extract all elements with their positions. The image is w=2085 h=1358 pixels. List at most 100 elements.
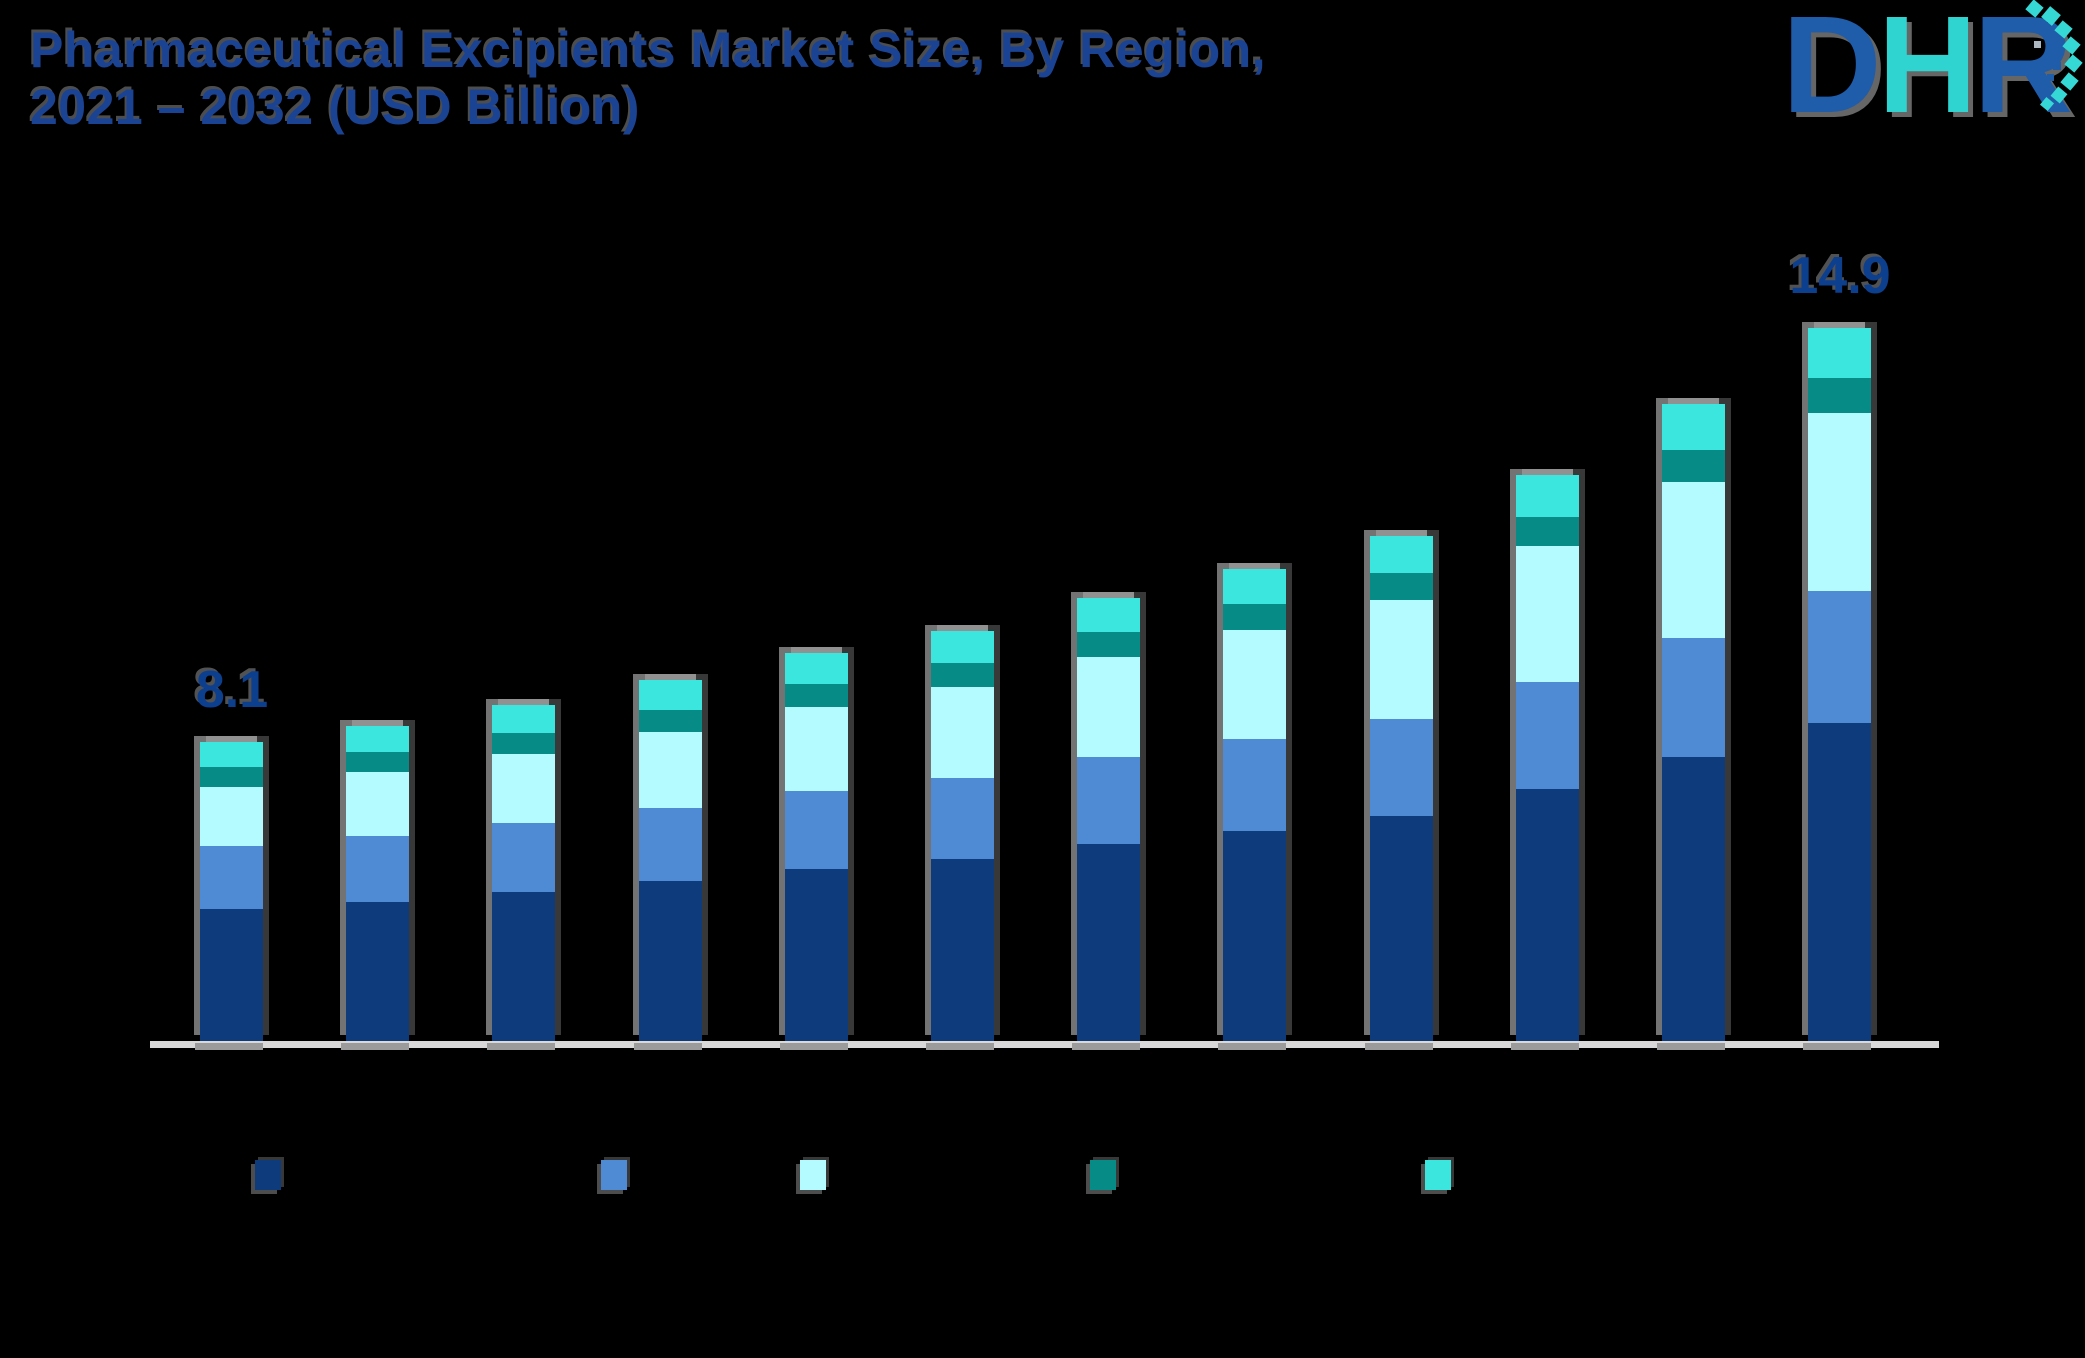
segment-region-5-turquoise-2029 <box>1370 536 1433 573</box>
segment-region-5-turquoise-2030 <box>1516 475 1579 517</box>
segment-region-2-medium-blue-2026 <box>931 778 994 859</box>
bar-axis-shadow <box>634 1043 702 1050</box>
segment-region-1-navy-2021 <box>200 909 263 1041</box>
dhr-logo-letters: DHR <box>1782 0 2082 142</box>
segment-region-1-navy-2032 <box>1808 723 1871 1041</box>
segment-region-1-navy-2026 <box>931 859 994 1041</box>
chart-title-line2: 2021 – 2032 (USD Billion) <box>30 79 640 135</box>
segment-region-5-turquoise-2027 <box>1077 598 1140 632</box>
segment-region-4-teal-2021 <box>200 767 263 787</box>
bar-2021 <box>200 742 263 1041</box>
value-label-2032: 14.9 <box>1789 247 1891 305</box>
legend-swatch-region-1-navy <box>255 1160 281 1190</box>
legend-swatch-region-4-teal <box>1090 1160 1116 1190</box>
logo-sparkle-dot <box>2034 41 2041 48</box>
logo-sparkle-dot <box>2047 74 2054 81</box>
segment-region-4-teal-2030 <box>1516 517 1579 546</box>
bar-2026 <box>931 631 994 1041</box>
segment-region-3-light-cyan-2022 <box>346 772 409 836</box>
legend-swatch-region-3-light-cyan <box>800 1160 826 1190</box>
segment-region-3-light-cyan-2027 <box>1077 657 1140 757</box>
x-axis-line <box>150 1041 1939 1048</box>
segment-region-1-navy-2031 <box>1662 757 1725 1041</box>
segment-region-1-navy-2030 <box>1516 789 1579 1041</box>
chart-title: Pharmaceutical Excipients Market Size, B… <box>30 22 1266 136</box>
logo-letter-d: D <box>1782 0 1882 142</box>
bar-2027 <box>1077 598 1140 1041</box>
bar-axis-shadow <box>1803 1043 1871 1050</box>
segment-region-5-turquoise-2031 <box>1662 404 1725 450</box>
segment-region-2-medium-blue-2031 <box>1662 638 1725 757</box>
segment-region-1-navy-2024 <box>639 881 702 1041</box>
bar-axis-shadow <box>1072 1043 1140 1050</box>
logo-sparkle-dot <box>2040 22 2048 30</box>
segment-region-1-navy-2028 <box>1223 831 1286 1041</box>
segment-region-5-turquoise-2028 <box>1223 569 1286 604</box>
segment-region-3-light-cyan-2032 <box>1808 413 1871 591</box>
segment-region-2-medium-blue-2032 <box>1808 591 1871 723</box>
segment-region-4-teal-2024 <box>639 710 702 732</box>
bar-2030 <box>1516 475 1579 1041</box>
bar-2022 <box>346 726 409 1041</box>
bar-axis-shadow <box>780 1043 848 1050</box>
segment-region-5-turquoise-2022 <box>346 726 409 752</box>
segment-region-4-teal-2032 <box>1808 378 1871 413</box>
segment-region-2-medium-blue-2025 <box>785 791 848 869</box>
bar-axis-shadow <box>341 1043 409 1050</box>
segment-region-1-navy-2022 <box>346 902 409 1041</box>
segment-region-4-teal-2025 <box>785 684 848 707</box>
segment-region-5-turquoise-2023 <box>492 705 555 733</box>
segment-region-3-light-cyan-2031 <box>1662 482 1725 638</box>
bar-2028 <box>1223 569 1286 1041</box>
segment-region-4-teal-2027 <box>1077 632 1140 657</box>
segment-region-4-teal-2022 <box>346 752 409 772</box>
bar-axis-shadow <box>195 1043 263 1050</box>
bar-2025 <box>785 653 848 1041</box>
segment-region-3-light-cyan-2023 <box>492 754 555 823</box>
segment-region-3-light-cyan-2030 <box>1516 546 1579 682</box>
segment-region-1-navy-2023 <box>492 892 555 1041</box>
segment-region-5-turquoise-2032 <box>1808 328 1871 378</box>
segment-region-3-light-cyan-2029 <box>1370 600 1433 719</box>
bar-2031 <box>1662 404 1725 1041</box>
segment-region-2-medium-blue-2021 <box>200 846 263 909</box>
segment-region-3-light-cyan-2021 <box>200 787 263 846</box>
segment-region-1-navy-2029 <box>1370 816 1433 1041</box>
logo-letter-h: H <box>1877 0 1978 142</box>
segment-region-5-turquoise-2026 <box>931 631 994 663</box>
segment-region-2-medium-blue-2022 <box>346 836 409 902</box>
value-label-2021: 8.1 <box>195 661 269 719</box>
segment-region-4-teal-2026 <box>931 663 994 687</box>
segment-region-3-light-cyan-2026 <box>931 687 994 778</box>
segment-region-4-teal-2023 <box>492 733 555 754</box>
bar-axis-shadow <box>1365 1043 1433 1050</box>
segment-region-5-turquoise-2025 <box>785 653 848 684</box>
bar-2023 <box>492 705 555 1041</box>
segment-region-5-turquoise-2021 <box>200 742 263 767</box>
bar-axis-shadow <box>1657 1043 1725 1050</box>
logo-sparkle-dot <box>2055 48 2063 56</box>
logo-sparkle-dot <box>2050 34 2058 42</box>
segment-region-3-light-cyan-2028 <box>1223 630 1286 739</box>
segment-region-3-light-cyan-2025 <box>785 707 848 791</box>
segment-region-3-light-cyan-2024 <box>639 732 702 808</box>
segment-region-4-teal-2029 <box>1370 573 1433 600</box>
bar-2029 <box>1370 536 1433 1041</box>
segment-region-2-medium-blue-2027 <box>1077 757 1140 844</box>
bar-2032 <box>1808 328 1871 1041</box>
segment-region-2-medium-blue-2023 <box>492 823 555 892</box>
segment-region-2-medium-blue-2024 <box>639 808 702 881</box>
segment-region-5-turquoise-2024 <box>639 680 702 710</box>
bar-axis-shadow <box>487 1043 555 1050</box>
dhr-logo: DHR <box>1782 0 2083 142</box>
legend-swatch-region-5-turquoise <box>1425 1160 1451 1190</box>
segment-region-2-medium-blue-2030 <box>1516 682 1579 789</box>
segment-region-1-navy-2025 <box>785 869 848 1041</box>
bar-axis-shadow <box>1511 1043 1579 1050</box>
segment-region-2-medium-blue-2028 <box>1223 739 1286 831</box>
bar-axis-shadow <box>926 1043 994 1050</box>
legend-swatch-region-2-medium-blue <box>601 1160 627 1190</box>
logo-sparkle-dot <box>2053 62 2061 70</box>
segment-region-4-teal-2031 <box>1662 450 1725 482</box>
